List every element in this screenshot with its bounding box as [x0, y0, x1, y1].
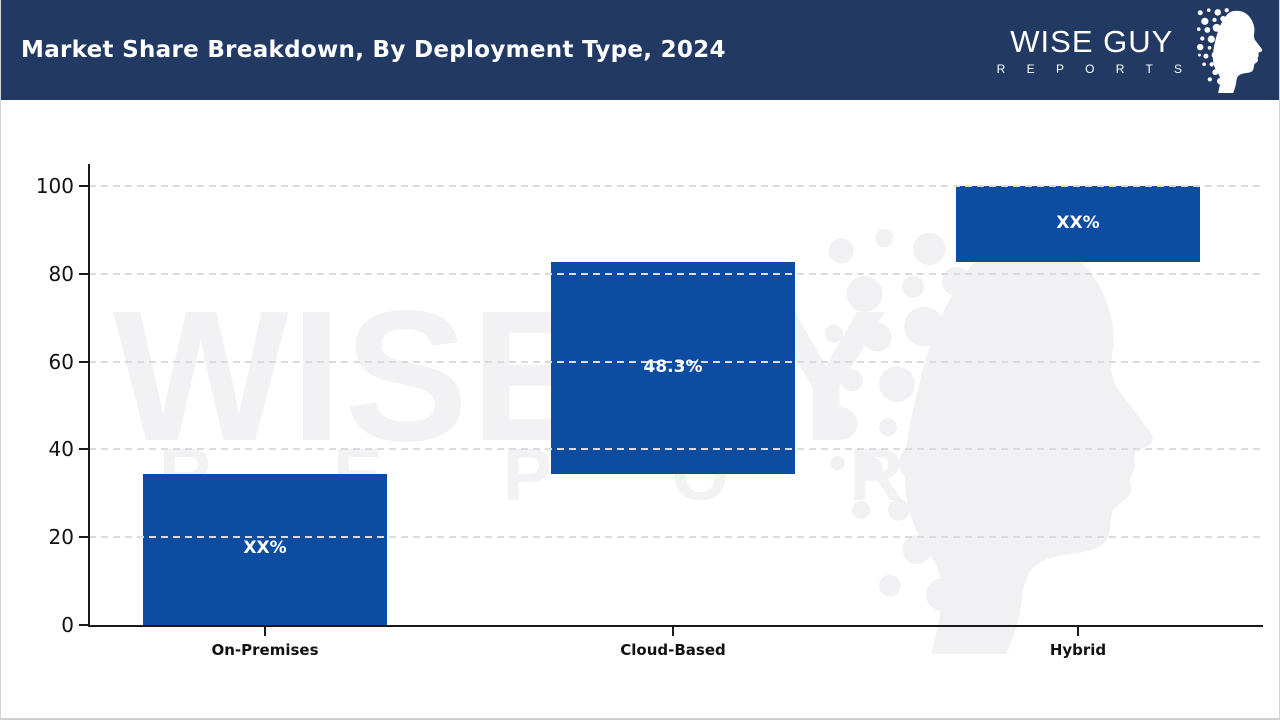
y-tick-label: 20 [48, 525, 74, 550]
dotted-head-icon [1196, 8, 1263, 93]
x-tick-on-premises [264, 627, 266, 636]
brand-logo: WISE GUY R E P O R T S [993, 7, 1279, 93]
bar-value-label: XX% [243, 538, 287, 559]
chart-title: Market Share Breakdown, By Deployment Ty… [21, 37, 726, 63]
bar-value-label: 48.3% [643, 356, 703, 377]
y-tick-label: 60 [48, 349, 74, 374]
bar-cloud-based [551, 261, 795, 474]
bar-value-label: XX% [1056, 212, 1100, 233]
bar-hybrid [956, 186, 1200, 262]
y-axis [88, 164, 90, 627]
gridline-80 [89, 272, 1263, 275]
watermark-head-icon [816, 222, 1176, 654]
chart-plot-area: XX% 48.3% XX% 0 20 40 60 80 100 On-Premises Cloud-… [1, 100, 1279, 718]
y-tick-label: 0 [61, 613, 74, 637]
y-tick-0 [79, 624, 88, 626]
gridline-100 [89, 185, 1263, 187]
gridline-40 [89, 448, 1263, 451]
category-label-on-premises: On-Premises [211, 641, 319, 659]
gridline-60 [89, 360, 1263, 363]
y-tick-80 [79, 272, 88, 275]
y-tick-20 [79, 536, 88, 539]
y-tick-label: 100 [35, 174, 74, 198]
y-tick-label: 80 [48, 261, 74, 286]
bar-on-premises [143, 473, 387, 625]
y-tick-60 [79, 360, 88, 363]
header-bar: Market Share Breakdown, By Deployment Ty… [1, 0, 1279, 100]
brand-subtitle: R E P O R T S [996, 62, 1191, 76]
x-tick-cloud-based [672, 627, 674, 636]
category-label-cloud-based: Cloud-Based [620, 641, 726, 659]
brand-name: WISE GUY [1010, 24, 1174, 59]
gridline-20 [89, 536, 1263, 539]
y-tick-label: 40 [48, 437, 74, 462]
y-tick-100 [79, 185, 88, 187]
brand-logo-text: WISE GUY R E P O R T S [993, 24, 1191, 76]
y-tick-40 [79, 448, 88, 451]
x-axis [88, 625, 1263, 627]
x-tick-hybrid [1077, 627, 1079, 636]
category-label-hybrid: Hybrid [1049, 641, 1107, 659]
